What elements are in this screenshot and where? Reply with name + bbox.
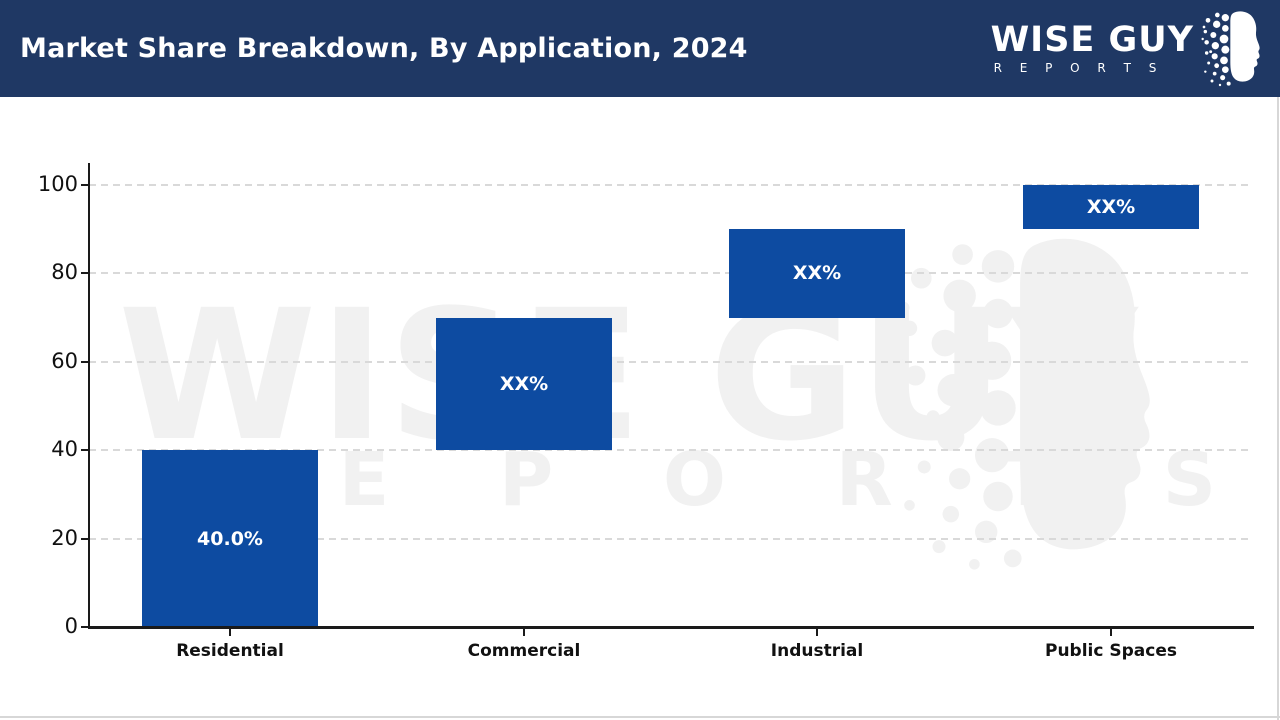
x-tick-mark-public-spaces xyxy=(1110,629,1112,636)
gridline-60 xyxy=(89,360,1253,363)
x-tick-mark-commercial xyxy=(523,629,525,636)
bar-label-commercial: XX% xyxy=(499,372,549,395)
y-tick-mark-80 xyxy=(81,272,88,275)
x-category-label-commercial: Commercial xyxy=(467,641,581,661)
logo-subtext: R E P O R T S xyxy=(993,60,1164,75)
logo-wordmark: WISE GUY xyxy=(990,19,1194,60)
y-tick-mark-0 xyxy=(81,626,88,628)
y-tick-mark-40 xyxy=(81,449,88,452)
page-right-border xyxy=(1277,97,1279,720)
y-tick-label-0: 0 xyxy=(64,614,78,638)
y-tick-mark-20 xyxy=(81,537,88,540)
x-category-label-public-spaces: Public Spaces xyxy=(1045,641,1177,661)
wise-guy-logo: WISE GUY R E P O R T S xyxy=(991,9,1266,89)
page-bottom-border xyxy=(0,716,1280,718)
y-tick-label-80: 80 xyxy=(51,260,78,285)
y-tick-mark-60 xyxy=(81,360,88,363)
gridline-40 xyxy=(89,449,1253,452)
header-bar: Market Share Breakdown, By Application, … xyxy=(0,0,1280,97)
y-tick-label-100: 100 xyxy=(37,172,78,196)
gridline-100 xyxy=(89,184,1253,186)
bar-label-public-spaces: XX% xyxy=(1086,196,1136,219)
bar-label-residential: 40.0% xyxy=(197,527,263,550)
bar-public-spaces: XX% xyxy=(1023,185,1199,230)
watermark-face-icon xyxy=(892,238,1150,570)
y-axis-line xyxy=(88,163,90,628)
page-title: Market Share Breakdown, By Application, … xyxy=(20,33,748,64)
gridline-80 xyxy=(89,272,1253,275)
watermark: WISE GUY R E P O R T S xyxy=(0,97,1280,717)
bar-commercial: XX% xyxy=(436,317,612,451)
x-tick-mark-residential xyxy=(229,629,231,636)
x-category-label-residential: Residential xyxy=(176,641,284,661)
bar-residential: 40.0% xyxy=(142,450,318,627)
y-tick-mark-100 xyxy=(81,184,88,186)
y-tick-label-40: 40 xyxy=(51,437,78,462)
y-tick-label-60: 60 xyxy=(51,348,78,373)
x-axis-line xyxy=(88,626,1254,629)
y-tick-label-20: 20 xyxy=(51,525,78,550)
gridline-20 xyxy=(89,537,1253,540)
x-tick-mark-industrial xyxy=(816,629,818,636)
x-category-label-industrial: Industrial xyxy=(770,641,864,661)
bar-label-industrial: XX% xyxy=(792,262,842,285)
bar-industrial: XX% xyxy=(729,229,905,318)
logo-text: WISE GUY R E P O R T S xyxy=(990,19,1194,75)
logo-face-icon xyxy=(1201,10,1260,86)
